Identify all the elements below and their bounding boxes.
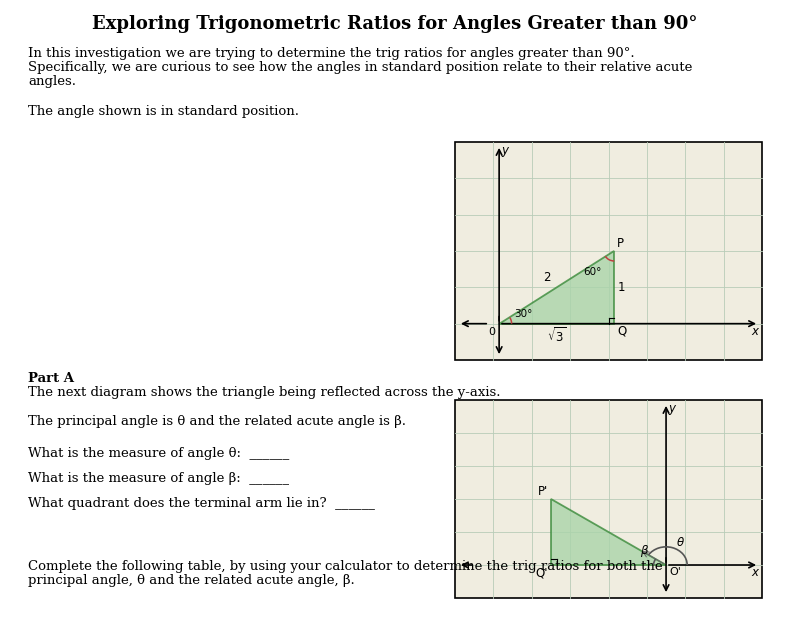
Text: Q: Q [617,324,626,338]
Text: In this investigation we are trying to determine the trig ratios for angles grea: In this investigation we are trying to d… [28,47,634,60]
Text: $\sqrt{3}$: $\sqrt{3}$ [547,327,566,345]
Text: What is the measure of angle β:  ______: What is the measure of angle β: ______ [28,472,289,485]
Text: The angle shown is in standard position.: The angle shown is in standard position. [28,105,299,118]
Text: x: x [751,566,758,579]
Text: The principal angle is θ and the related acute angle is β.: The principal angle is θ and the related… [28,415,406,428]
Text: What is the measure of angle θ:  ______: What is the measure of angle θ: ______ [28,447,290,460]
Polygon shape [499,251,615,324]
Text: y: y [501,144,508,157]
Bar [455,400,762,598]
Text: 2: 2 [543,272,551,284]
Text: 60°: 60° [584,267,602,277]
Text: principal angle, θ and the related acute angle, β.: principal angle, θ and the related acute… [28,574,354,587]
Text: P: P [617,237,624,250]
Text: Specifically, we are curious to see how the angles in standard position relate t: Specifically, we are curious to see how … [28,61,692,74]
Text: Complete the following table, by using your calculator to determine the trig rat: Complete the following table, by using y… [28,560,663,573]
Text: x: x [751,324,758,338]
Text: What quadrant does the terminal arm lie in?  ______: What quadrant does the terminal arm lie … [28,497,375,510]
Text: 0: 0 [488,327,495,336]
Text: angles.: angles. [28,75,76,88]
Text: The next diagram shows the triangle being reflected across the y-axis.: The next diagram shows the triangle bein… [28,386,501,399]
Bar [455,142,762,360]
Text: Part A: Part A [28,372,74,385]
Polygon shape [551,499,666,565]
Text: Q': Q' [536,566,548,579]
Text: O': O' [669,567,681,577]
Text: P': P' [538,485,548,498]
Text: Exploring Trigonometric Ratios for Angles Greater than 90°: Exploring Trigonometric Ratios for Angle… [93,15,698,33]
Text: 30°: 30° [513,309,532,319]
Text: $\beta$: $\beta$ [641,543,649,559]
Text: $\theta$: $\theta$ [676,536,685,549]
Text: y: y [668,402,675,415]
Text: 1: 1 [617,281,625,294]
